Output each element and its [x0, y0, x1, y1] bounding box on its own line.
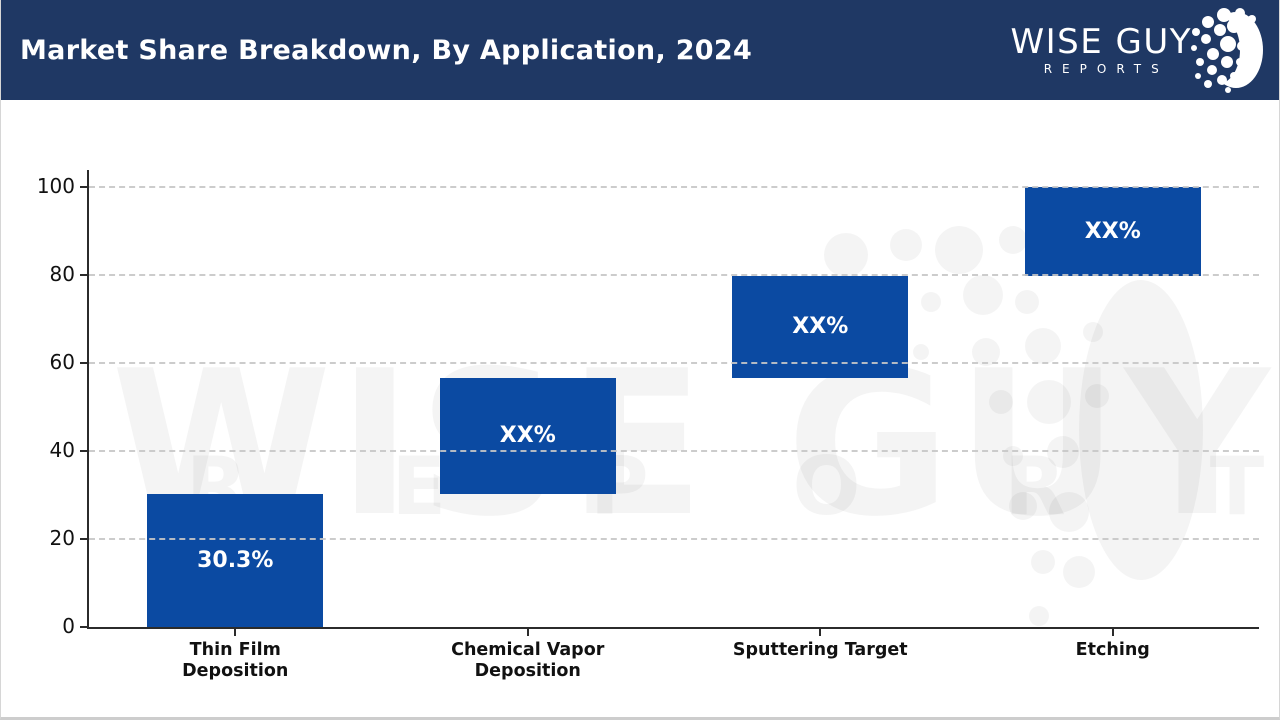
- y-tick-label: 0: [62, 614, 75, 638]
- bar-segment: XX%: [1024, 187, 1201, 276]
- y-tick-label: 20: [49, 526, 75, 550]
- x-tickmark: [526, 629, 529, 636]
- bar-segment: XX%: [439, 377, 616, 494]
- logo-subtitle: REPORTS: [1043, 62, 1169, 76]
- x-category-label: Thin Film Deposition: [182, 640, 289, 681]
- bar-value-label: XX%: [1084, 218, 1141, 244]
- y-tick-label: 100: [36, 174, 75, 198]
- x-axis-spine: [87, 627, 1259, 629]
- x-category-label: Chemical Vapor Deposition: [451, 640, 605, 681]
- gridline: [89, 538, 1259, 540]
- y-tickmark: [80, 274, 87, 276]
- gridline: [89, 362, 1259, 364]
- x-tickmark: [819, 629, 822, 636]
- x-category-label: Etching: [1075, 640, 1150, 660]
- y-tickmark: [80, 450, 87, 452]
- y-tickmark: [80, 538, 87, 540]
- logo-wordmark: WISE GUY: [1010, 22, 1192, 62]
- bar-value-label: XX%: [792, 314, 849, 340]
- y-tickmark: [80, 186, 87, 188]
- bar-value-label: 30.3%: [197, 547, 274, 573]
- gridline: [89, 450, 1259, 452]
- wise-guy-logo: WISE GUY REPORTS: [1010, 6, 1279, 94]
- x-tickmark: [234, 629, 237, 636]
- logo-head-icon: [1191, 8, 1263, 93]
- x-tickmark: [1111, 629, 1114, 636]
- bar-segment: 30.3%: [147, 493, 324, 627]
- y-tickmark: [80, 362, 87, 364]
- y-tick-label: 80: [49, 262, 75, 286]
- y-tick-label: 40: [49, 438, 75, 462]
- x-category-label: Sputtering Target: [732, 640, 908, 660]
- bar-segment: XX%: [732, 275, 909, 378]
- y-axis-spine: [87, 170, 89, 629]
- logo-text: WISE GUY REPORTS: [1010, 24, 1192, 76]
- header-bar: Market Share Breakdown, By Application, …: [1, 0, 1279, 100]
- bar-value-label: XX%: [499, 423, 556, 449]
- page-title: Market Share Breakdown, By Application, …: [20, 34, 753, 66]
- gridline: [89, 186, 1259, 188]
- y-tickmark: [80, 626, 87, 628]
- gridline: [89, 274, 1259, 276]
- y-tick-label: 60: [49, 350, 75, 374]
